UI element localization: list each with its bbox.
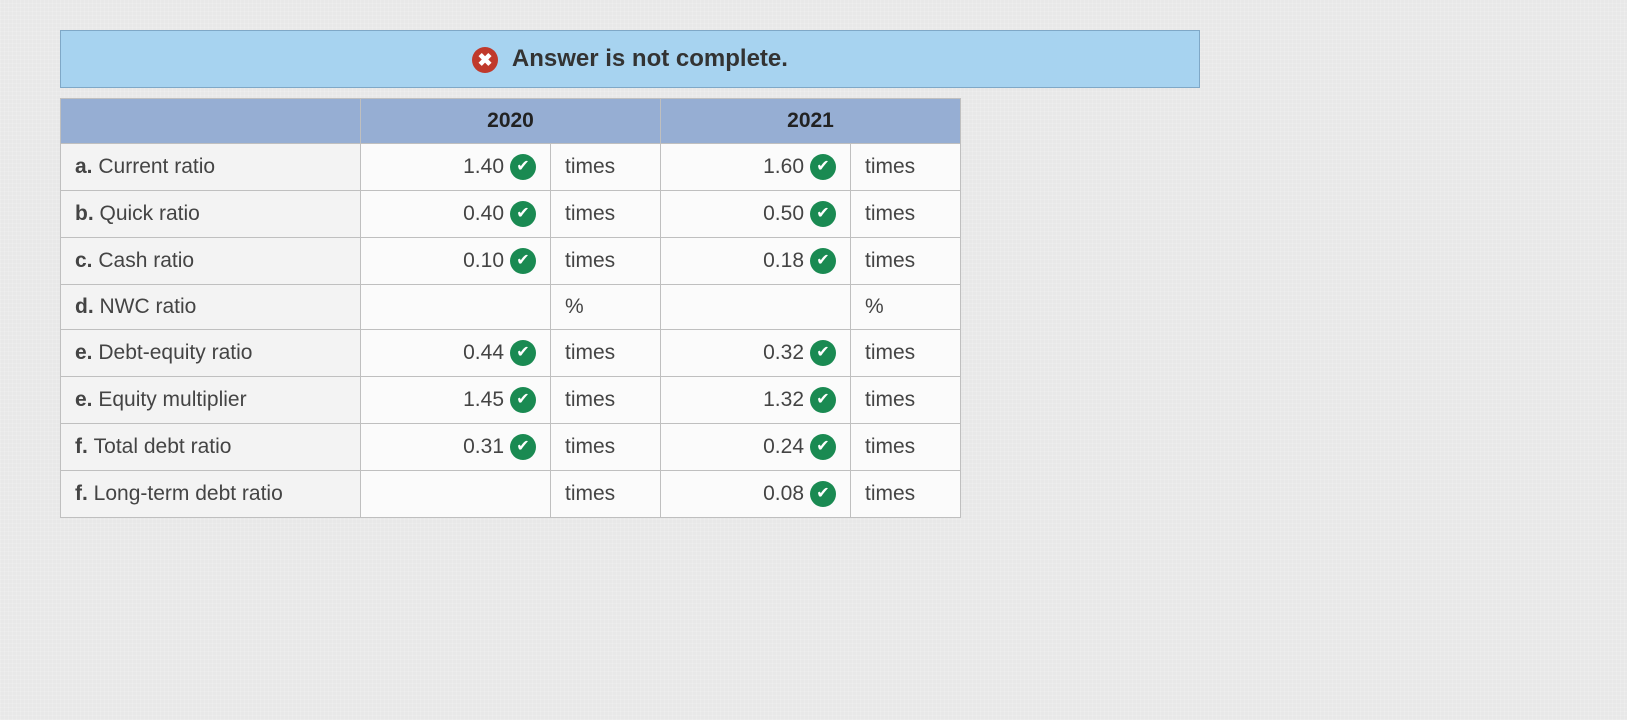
row-letter: a. [75, 155, 98, 178]
check-circle-icon: ✔ [810, 387, 836, 413]
check-circle-icon: ✔ [810, 434, 836, 460]
check-circle-icon: ✔ [510, 434, 536, 460]
unit-cell: times [551, 238, 661, 285]
value-cell[interactable]: 1.40✔ [361, 144, 551, 191]
value-cell[interactable]: 1.45✔ [361, 377, 551, 424]
unit-cell: % [851, 285, 961, 330]
unit-cell: times [851, 144, 961, 191]
check-circle-icon: ✔ [510, 387, 536, 413]
check-circle-icon: ✔ [810, 481, 836, 507]
row-letter: e. [75, 388, 98, 411]
row-name: Current ratio [98, 155, 215, 178]
value-cell[interactable]: 0.44✔ [361, 330, 551, 377]
value-number: 0.24 [754, 435, 804, 459]
row-label: b. Quick ratio [61, 191, 361, 238]
table-row: e. Equity multiplier1.45✔times1.32✔times [61, 377, 961, 424]
check-circle-icon: ✔ [510, 340, 536, 366]
value-cell[interactable]: 0.18✔ [661, 238, 851, 285]
value-number: 1.32 [754, 388, 804, 412]
row-label: e. Equity multiplier [61, 377, 361, 424]
unit-cell: times [551, 191, 661, 238]
row-letter: f. [75, 482, 94, 505]
row-letter: f. [75, 435, 94, 458]
row-label: a. Current ratio [61, 144, 361, 191]
row-name: Total debt ratio [94, 435, 232, 458]
check-circle-icon: ✔ [810, 201, 836, 227]
row-name: Cash ratio [98, 249, 194, 272]
row-label: e. Debt-equity ratio [61, 330, 361, 377]
row-name: Equity multiplier [98, 388, 246, 411]
row-label: f. Total debt ratio [61, 424, 361, 471]
check-circle-icon: ✔ [810, 248, 836, 274]
value-cell[interactable] [661, 285, 851, 330]
row-letter: e. [75, 341, 98, 364]
status-banner-text: Answer is not complete. [512, 45, 788, 72]
unit-cell: times [551, 471, 661, 518]
table-row: d. NWC ratio%% [61, 285, 961, 330]
value-cell[interactable] [361, 285, 551, 330]
unit-cell: times [851, 330, 961, 377]
check-circle-icon: ✔ [810, 340, 836, 366]
value-number: 1.45 [454, 388, 504, 412]
table-row: c. Cash ratio0.10✔times0.18✔times [61, 238, 961, 285]
row-name: Long-term debt ratio [94, 482, 283, 505]
value-number: 0.44 [454, 341, 504, 365]
value-number: 1.40 [454, 155, 504, 179]
table-row: a. Current ratio1.40✔times1.60✔times [61, 144, 961, 191]
row-letter: c. [75, 249, 98, 272]
table-row: e. Debt-equity ratio0.44✔times0.32✔times [61, 330, 961, 377]
unit-cell: times [851, 191, 961, 238]
unit-cell: times [551, 377, 661, 424]
x-circle-icon: ✖ [472, 47, 498, 73]
unit-cell: times [851, 238, 961, 285]
value-cell[interactable]: 0.10✔ [361, 238, 551, 285]
unit-cell: times [851, 471, 961, 518]
row-letter: d. [75, 295, 100, 318]
unit-cell: times [551, 330, 661, 377]
table-row: b. Quick ratio0.40✔times0.50✔times [61, 191, 961, 238]
ratio-table: 2020 2021 a. Current ratio1.40✔times1.60… [60, 98, 961, 518]
header-year-2021: 2021 [661, 99, 961, 144]
check-circle-icon: ✔ [510, 248, 536, 274]
value-cell[interactable]: 0.31✔ [361, 424, 551, 471]
row-label: f. Long-term debt ratio [61, 471, 361, 518]
check-circle-icon: ✔ [510, 201, 536, 227]
value-cell[interactable] [361, 471, 551, 518]
value-number: 0.18 [754, 249, 804, 273]
row-letter: b. [75, 202, 100, 225]
value-number: 1.60 [754, 155, 804, 179]
value-cell[interactable]: 0.32✔ [661, 330, 851, 377]
table-header-row: 2020 2021 [61, 99, 961, 144]
value-number: 0.10 [454, 249, 504, 273]
row-label: c. Cash ratio [61, 238, 361, 285]
value-number: 0.31 [454, 435, 504, 459]
status-banner: ✖ Answer is not complete. [60, 30, 1200, 88]
check-circle-icon: ✔ [510, 154, 536, 180]
header-year-2020: 2020 [361, 99, 661, 144]
value-number: 0.50 [754, 202, 804, 226]
unit-cell: % [551, 285, 661, 330]
value-cell[interactable]: 0.40✔ [361, 191, 551, 238]
header-blank [61, 99, 361, 144]
unit-cell: times [851, 377, 961, 424]
value-cell[interactable]: 0.08✔ [661, 471, 851, 518]
value-number: 0.08 [754, 482, 804, 506]
value-cell[interactable]: 1.32✔ [661, 377, 851, 424]
check-circle-icon: ✔ [810, 154, 836, 180]
row-name: Quick ratio [100, 202, 200, 225]
unit-cell: times [551, 144, 661, 191]
row-name: NWC ratio [100, 295, 197, 318]
row-name: Debt-equity ratio [98, 341, 252, 364]
value-cell[interactable]: 0.50✔ [661, 191, 851, 238]
value-number: 0.40 [454, 202, 504, 226]
unit-cell: times [551, 424, 661, 471]
value-cell[interactable]: 0.24✔ [661, 424, 851, 471]
table-row: f. Total debt ratio0.31✔times0.24✔times [61, 424, 961, 471]
unit-cell: times [851, 424, 961, 471]
table-row: f. Long-term debt ratiotimes0.08✔times [61, 471, 961, 518]
row-label: d. NWC ratio [61, 285, 361, 330]
value-number: 0.32 [754, 341, 804, 365]
value-cell[interactable]: 1.60✔ [661, 144, 851, 191]
